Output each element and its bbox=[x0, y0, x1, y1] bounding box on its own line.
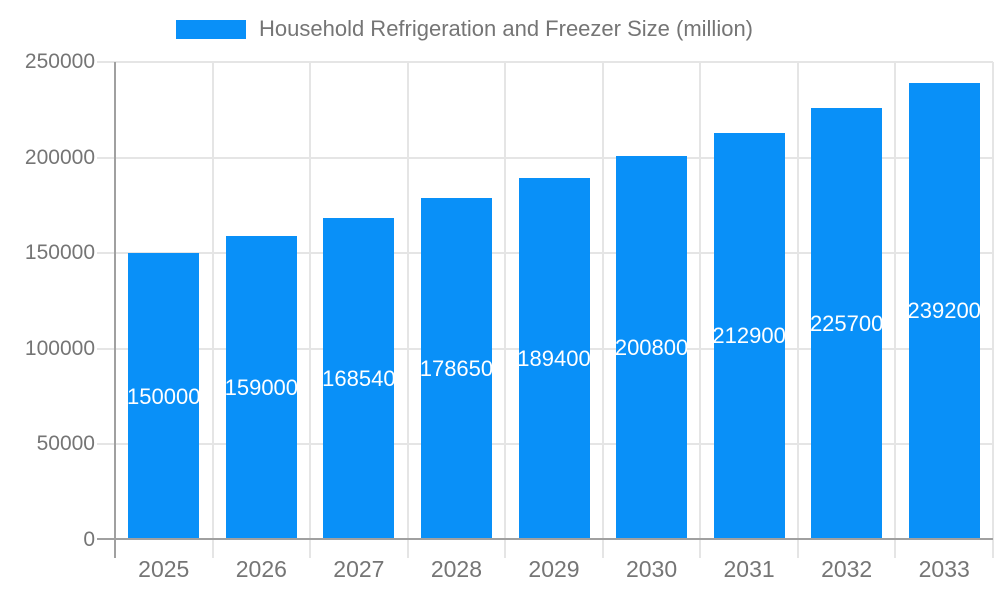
bar-value-label: 225700 bbox=[811, 311, 883, 337]
gridline-vertical bbox=[406, 62, 409, 558]
gridline-vertical bbox=[699, 62, 702, 558]
x-tick-label: 2031 bbox=[723, 556, 775, 582]
bar-2031: 212900 bbox=[713, 132, 785, 540]
x-tick-label: 2026 bbox=[235, 556, 287, 582]
y-tick-label: 150000 bbox=[24, 241, 95, 265]
gridline-vertical bbox=[601, 62, 604, 558]
bar-value-label: 189400 bbox=[518, 345, 590, 371]
bar-2025: 150000 bbox=[128, 253, 200, 540]
bar-value-label: 200800 bbox=[616, 335, 688, 361]
legend-swatch bbox=[176, 19, 246, 39]
gridline-horizontal bbox=[97, 61, 993, 63]
plot-right-border bbox=[992, 62, 994, 558]
bar-2029: 189400 bbox=[518, 177, 590, 540]
gridline-vertical bbox=[894, 62, 897, 558]
bar-value-label: 168540 bbox=[323, 365, 395, 391]
gridline-vertical bbox=[309, 62, 312, 558]
bar-value-label: 178650 bbox=[420, 356, 492, 382]
y-tick-label: 250000 bbox=[24, 50, 95, 73]
y-axis-line bbox=[114, 62, 116, 558]
legend: Household Refrigeration and Freezer Size… bbox=[176, 16, 753, 42]
bar-2032: 225700 bbox=[811, 108, 883, 540]
y-tick-label: 0 bbox=[83, 528, 95, 551]
x-tick-label: 2030 bbox=[625, 556, 678, 582]
bar-2030: 200800 bbox=[616, 156, 688, 540]
gridline-vertical bbox=[796, 62, 799, 558]
bar-value-label: 150000 bbox=[128, 383, 200, 409]
bar-2033: 239200 bbox=[908, 82, 980, 540]
bar-value-label: 159000 bbox=[225, 374, 297, 400]
bar-value-label: 239200 bbox=[908, 298, 980, 324]
gridline-vertical bbox=[504, 62, 507, 558]
gridline-vertical bbox=[211, 62, 214, 558]
bar-2026: 159000 bbox=[225, 235, 297, 540]
x-tick-label: 2032 bbox=[821, 556, 873, 582]
y-tick-label: 100000 bbox=[24, 336, 95, 360]
y-tick-label: 200000 bbox=[24, 145, 95, 169]
y-tick-label: 50000 bbox=[36, 432, 95, 456]
legend-label: Household Refrigeration and Freezer Size… bbox=[259, 16, 754, 41]
gridline-horizontal bbox=[97, 156, 993, 159]
x-axis-line bbox=[97, 538, 993, 540]
x-tick-label: 2027 bbox=[333, 556, 385, 582]
x-tick-label: 2028 bbox=[430, 556, 483, 582]
x-tick-label: 2033 bbox=[918, 556, 970, 582]
x-tick-label: 2025 bbox=[138, 556, 190, 582]
x-tick-label: 2029 bbox=[528, 556, 580, 582]
bar-2028: 178650 bbox=[420, 198, 492, 540]
bar-2027: 168540 bbox=[323, 217, 395, 540]
bar-value-label: 212900 bbox=[713, 323, 785, 349]
